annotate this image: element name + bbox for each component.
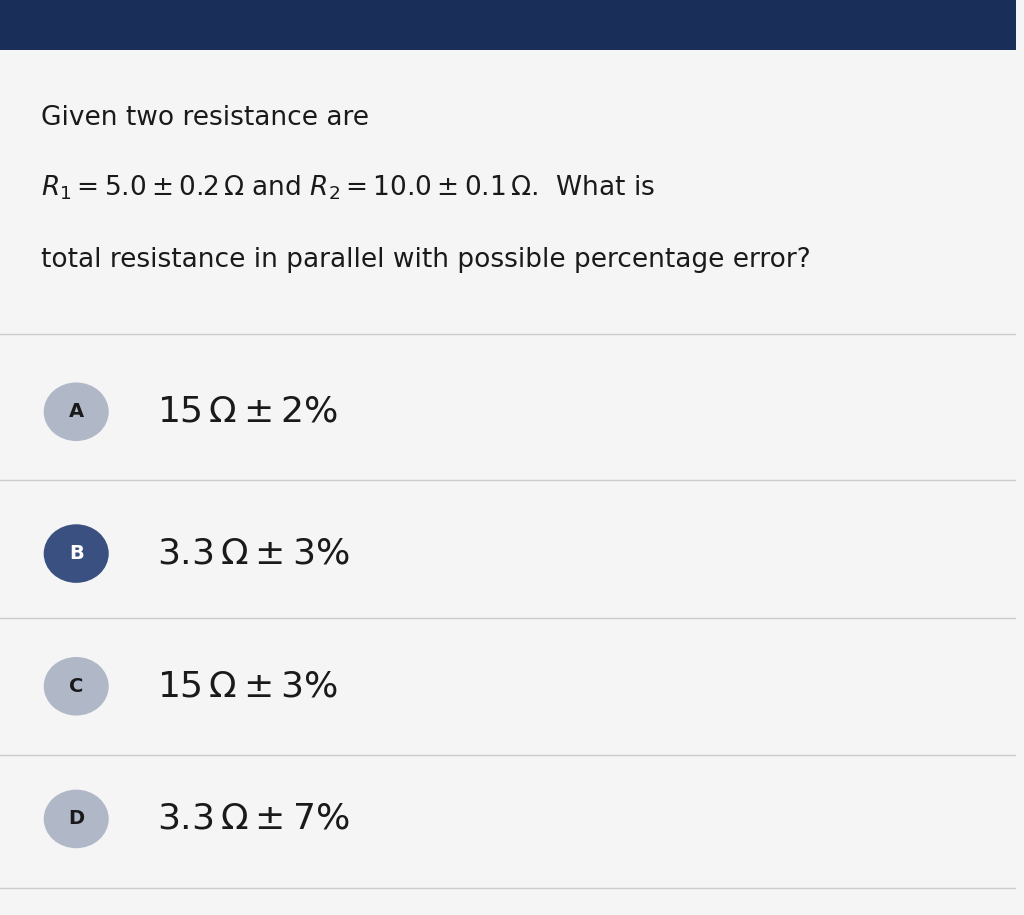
- Text: total resistance in parallel with possible percentage error?: total resistance in parallel with possib…: [41, 247, 810, 273]
- Circle shape: [44, 790, 109, 848]
- Text: $15\,\Omega \pm 3\%$: $15\,\Omega \pm 3\%$: [158, 669, 339, 704]
- Text: D: D: [69, 810, 84, 828]
- Text: $R_1 = 5.0 \pm 0.2\,\Omega$ and $R_2 = 10.0 \pm 0.1\,\Omega$.  What is: $R_1 = 5.0 \pm 0.2\,\Omega$ and $R_2 = 1…: [41, 174, 654, 202]
- Text: $3.3\,\Omega \pm 7\%$: $3.3\,\Omega \pm 7\%$: [158, 802, 350, 836]
- Circle shape: [44, 657, 109, 716]
- Text: Given two resistance are: Given two resistance are: [41, 105, 369, 131]
- Text: $15\,\Omega \pm 2\%$: $15\,\Omega \pm 2\%$: [158, 394, 339, 429]
- Circle shape: [44, 382, 109, 441]
- Text: C: C: [69, 677, 83, 695]
- Text: A: A: [69, 403, 84, 421]
- Text: $3.3\,\Omega \pm 3\%$: $3.3\,\Omega \pm 3\%$: [158, 536, 350, 571]
- Text: B: B: [69, 544, 84, 563]
- FancyBboxPatch shape: [0, 0, 1016, 50]
- Circle shape: [44, 524, 109, 583]
